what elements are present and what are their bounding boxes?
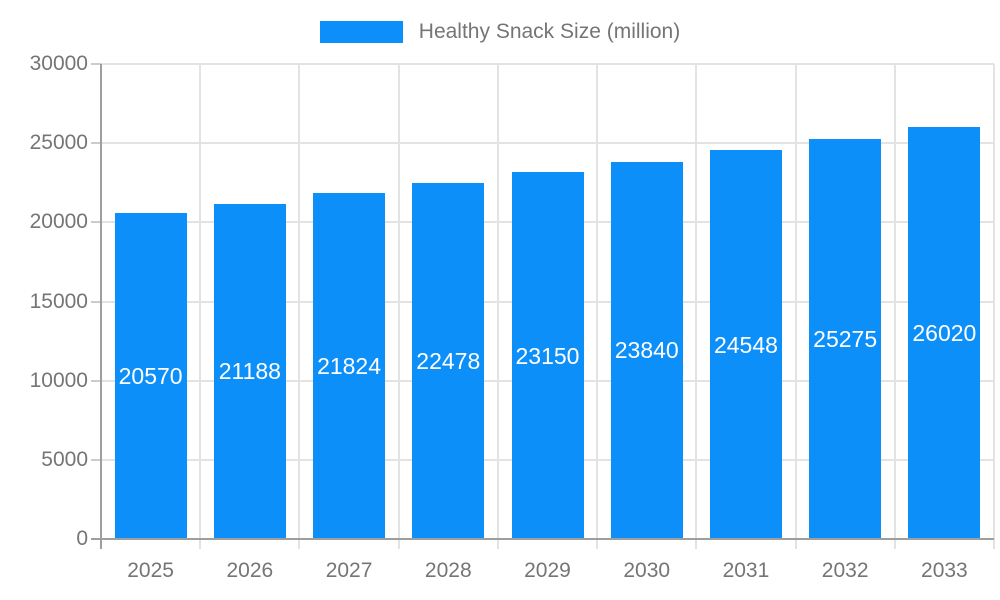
- bar-value-label: 21824: [317, 353, 382, 380]
- x-axis-tick-label: 2025: [127, 559, 174, 582]
- x-axis-tick-label: 2029: [524, 559, 571, 582]
- gridline-vertical: [794, 64, 797, 549]
- bar-value-label: 23150: [515, 342, 580, 369]
- bar-value-label: 25275: [813, 325, 878, 352]
- legend-label: Healthy Snack Size (million): [418, 20, 681, 43]
- bar: [412, 183, 485, 539]
- gridline-vertical: [993, 64, 995, 549]
- y-axis-tick-label: 0: [76, 527, 88, 550]
- bar: [313, 193, 386, 539]
- y-axis-tick: [91, 300, 101, 303]
- y-axis-tick: [91, 458, 101, 461]
- y-axis-tick-label: 10000: [29, 368, 88, 392]
- bar: [213, 203, 286, 539]
- gridline-vertical: [596, 64, 599, 549]
- chart-legend[interactable]: Healthy Snack Size (million): [0, 20, 1000, 44]
- gridline-horizontal: [101, 63, 994, 65]
- y-axis-tick-label: 5000: [41, 447, 88, 471]
- bar: [908, 127, 981, 539]
- gridline-vertical: [298, 64, 301, 549]
- bar-value-label: 24548: [713, 331, 778, 358]
- y-axis-tick-label: 30000: [29, 52, 88, 75]
- bar: [809, 138, 882, 539]
- bar-value-label: 22478: [416, 348, 481, 375]
- bar: [610, 161, 683, 539]
- x-axis-tick-label: 2033: [921, 559, 968, 582]
- x-axis-tick-label: 2027: [325, 559, 373, 582]
- bar-value-label: 20570: [118, 363, 183, 390]
- x-axis-line: [91, 538, 994, 540]
- x-axis-tick-label: 2030: [623, 559, 671, 582]
- bar: [511, 172, 584, 539]
- gridline-vertical: [397, 64, 400, 549]
- x-axis-tick-label: 2032: [821, 559, 869, 582]
- bar-value-label: 23840: [614, 337, 679, 364]
- y-axis-tick: [91, 63, 101, 65]
- y-axis-tick: [91, 142, 101, 145]
- gridline-vertical: [199, 64, 202, 549]
- x-axis-tick-label: 2028: [424, 559, 472, 582]
- x-axis-tick-label: 2031: [722, 559, 770, 582]
- bar-value-label: 26020: [912, 320, 977, 346]
- y-axis-tick: [91, 221, 101, 224]
- x-axis-tick-label: 2026: [226, 559, 274, 582]
- y-axis-line: [100, 64, 102, 549]
- y-axis-tick-label: 25000: [29, 131, 88, 155]
- gridline-horizontal: [101, 142, 994, 145]
- gridline-vertical: [496, 64, 499, 549]
- y-axis-tick: [91, 379, 101, 382]
- y-axis-tick-label: 15000: [29, 289, 88, 313]
- y-axis-tick-label: 20000: [29, 210, 88, 234]
- bar-value-label: 21188: [218, 358, 281, 385]
- gridline-vertical: [695, 64, 698, 549]
- gridline-vertical: [893, 64, 896, 549]
- bar: [709, 150, 782, 539]
- legend-swatch: [319, 21, 403, 43]
- bar: [114, 213, 187, 539]
